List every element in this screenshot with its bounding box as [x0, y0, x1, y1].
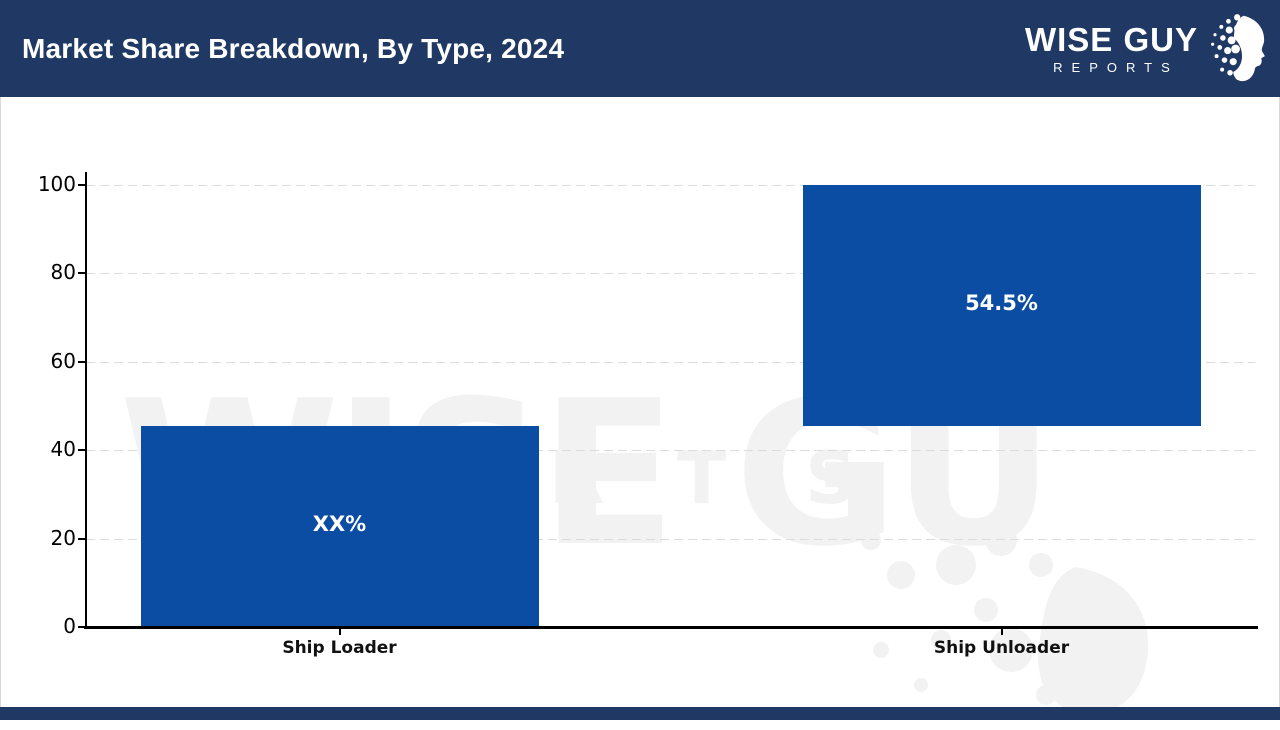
bar-value-label: 54.5%: [965, 291, 1038, 316]
gridline: [86, 361, 1255, 363]
gridline: [86, 273, 1255, 275]
logo-text: WISE GUY REPORTS: [1025, 23, 1198, 74]
gridline: [86, 450, 1255, 452]
y-tick-label: 60: [50, 348, 76, 373]
x-tick-mark: [1000, 627, 1003, 635]
page-title: Market Share Breakdown, By Type, 2024: [22, 32, 565, 64]
y-tick-label: 80: [50, 260, 76, 285]
gridline: [86, 185, 1255, 186]
y-tick-label: 20: [50, 525, 76, 550]
x-axis-line: [84, 626, 1258, 629]
logo-wordmark: WISE GUY: [1024, 21, 1198, 58]
y-tick-mark: [78, 626, 86, 628]
y-axis-line: [85, 172, 87, 628]
y-tick-label: 40: [50, 437, 76, 462]
bar-ship-loader: [140, 425, 539, 627]
footer-bar: [0, 707, 1280, 720]
x-tick-mark: [338, 627, 341, 635]
header-bar: Market Share Breakdown, By Type, 2024 WI…: [0, 0, 1280, 97]
wiseguy-logo: WISE GUY REPORTS: [1025, 11, 1266, 87]
bar-value-label: XX%: [312, 512, 367, 537]
y-tick-label: 0: [63, 614, 76, 638]
x-category-label: Ship Loader: [282, 638, 397, 658]
bar-ship-unloader: [802, 185, 1201, 426]
y-tick-mark: [78, 184, 86, 186]
y-tick-mark: [78, 449, 86, 452]
gridline: [86, 538, 1255, 540]
y-tick-label: 100: [37, 172, 76, 196]
y-tick-mark: [78, 272, 86, 275]
dotted-face-icon: [1211, 13, 1265, 81]
logo-tagline: REPORTS: [1053, 60, 1179, 75]
y-tick-mark: [78, 537, 86, 540]
x-category-label: Ship Unloader: [933, 638, 1070, 658]
y-tick-mark: [78, 360, 86, 363]
